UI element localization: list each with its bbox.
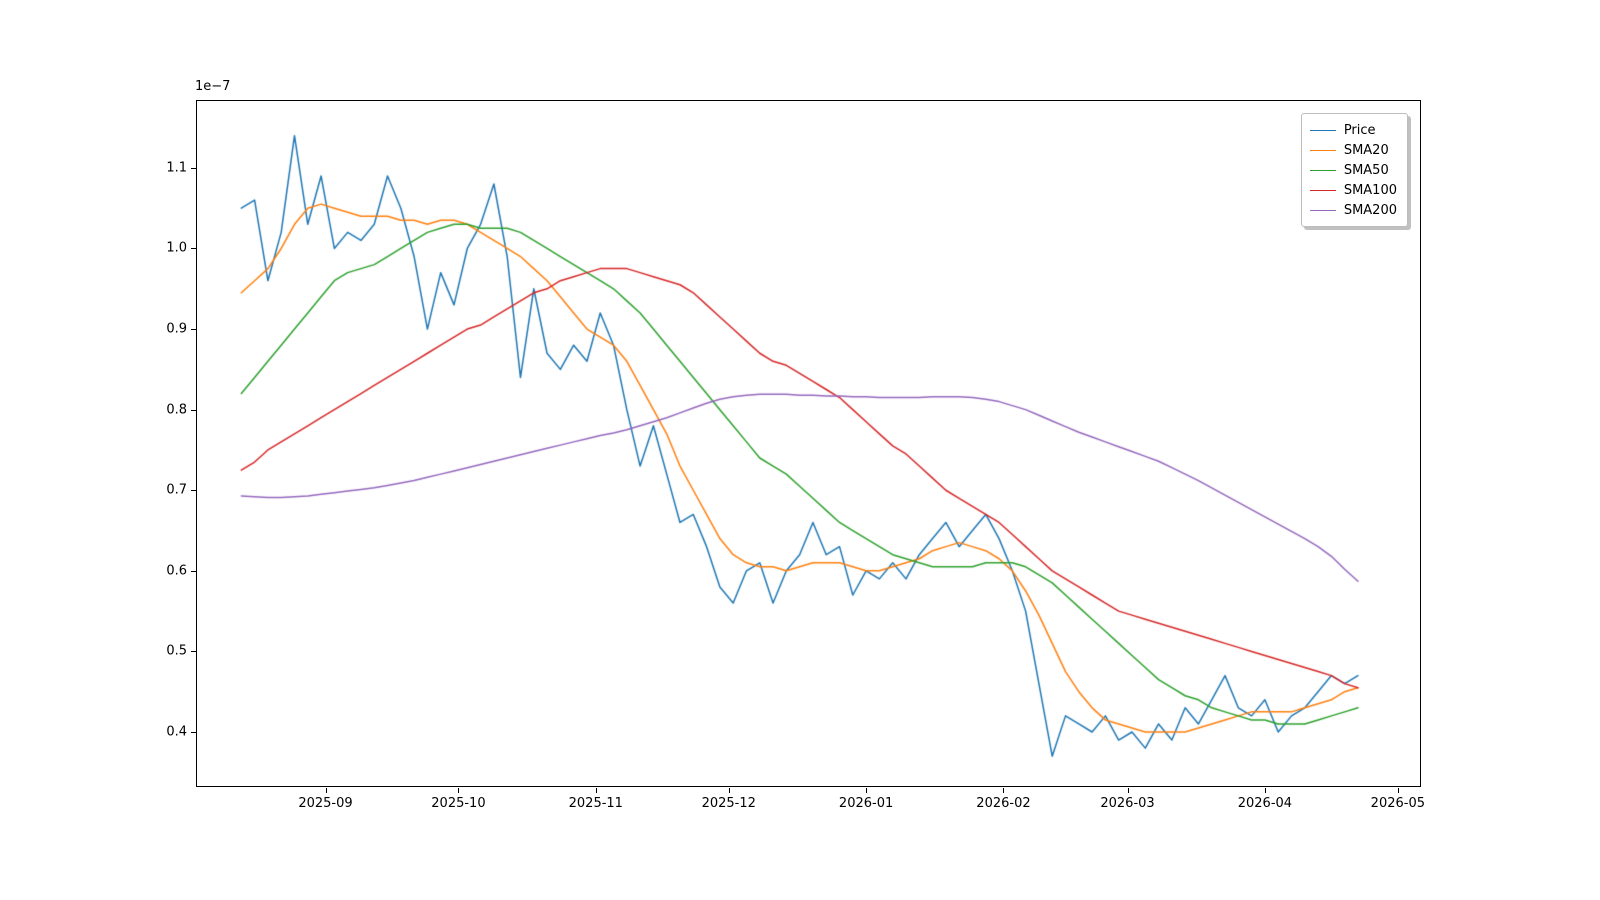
y-tick-label: 1.1 [166, 160, 187, 176]
legend-line-swatch [1309, 209, 1336, 211]
x-tick-mark [458, 788, 460, 793]
x-tick-mark [1003, 788, 1005, 793]
y-tick-label: 0.7 [166, 482, 187, 498]
plot-area: 1e−7 0.4 0.5 0.6 0.7 0.8 0.9 1.0 1.1 2025-09 202… [166, 79, 1425, 811]
x-tick-label: 2025-11 [568, 796, 623, 811]
y-tick-label: 0.4 [166, 724, 187, 740]
x-tick-label: 2025-09 [298, 796, 353, 811]
x-tick-mark [1127, 788, 1129, 793]
y-tick-mark [191, 409, 196, 411]
x-tick-mark [728, 788, 730, 793]
y-tick-label: 0.5 [166, 643, 187, 659]
legend-item: SMA20 [1309, 140, 1397, 160]
legend-item: SMA100 [1309, 180, 1397, 200]
y-tick-mark [191, 490, 196, 492]
y-tick-label: 0.8 [166, 402, 187, 418]
legend-label: SMA100 [1343, 182, 1397, 198]
legend-label: SMA200 [1343, 202, 1397, 218]
legend-label: SMA20 [1343, 142, 1389, 158]
y-tick-mark [191, 732, 196, 733]
x-tick-mark [325, 788, 327, 793]
legend-item: SMA200 [1309, 200, 1397, 220]
y-tick-mark [191, 167, 196, 169]
x-tick-label: 2025-12 [701, 796, 756, 811]
legend-label: SMA50 [1343, 162, 1389, 178]
y-tick-label: 0.6 [166, 563, 187, 579]
x-tick-label: 2026-02 [976, 796, 1031, 811]
x-tick-mark [1397, 788, 1399, 793]
legend-line-swatch [1309, 129, 1336, 131]
legend-item: SMA50 [1309, 160, 1397, 180]
x-tick-label: 2025-10 [431, 796, 486, 811]
legend: Price SMA20 SMA50 SMA100 SMA200 [1300, 113, 1408, 227]
y-tick-mark [191, 248, 196, 250]
y-tick-label: 1.0 [166, 240, 187, 256]
y-tick-label: 0.9 [166, 321, 187, 337]
plot-canvas [197, 101, 1420, 786]
legend-line-swatch [1309, 169, 1336, 171]
x-tick-label: 2026-01 [838, 796, 894, 811]
x-tick-label: 2026-05 [1370, 796, 1426, 811]
y-tick-mark [191, 570, 196, 572]
x-tick-mark [1264, 788, 1266, 793]
y-axis-offset-text: 1e−7 [195, 79, 231, 94]
legend-item: Price [1309, 120, 1397, 140]
legend-label: Price [1343, 122, 1376, 138]
legend-line-swatch [1309, 189, 1336, 191]
x-tick-mark [866, 788, 868, 793]
y-tick-mark [191, 329, 196, 331]
legend-line-swatch [1309, 149, 1336, 151]
x-tick-label: 2026-03 [1100, 796, 1155, 811]
x-tick-label: 2026-04 [1237, 796, 1293, 811]
x-tick-mark [595, 788, 597, 793]
y-tick-mark [191, 651, 196, 653]
